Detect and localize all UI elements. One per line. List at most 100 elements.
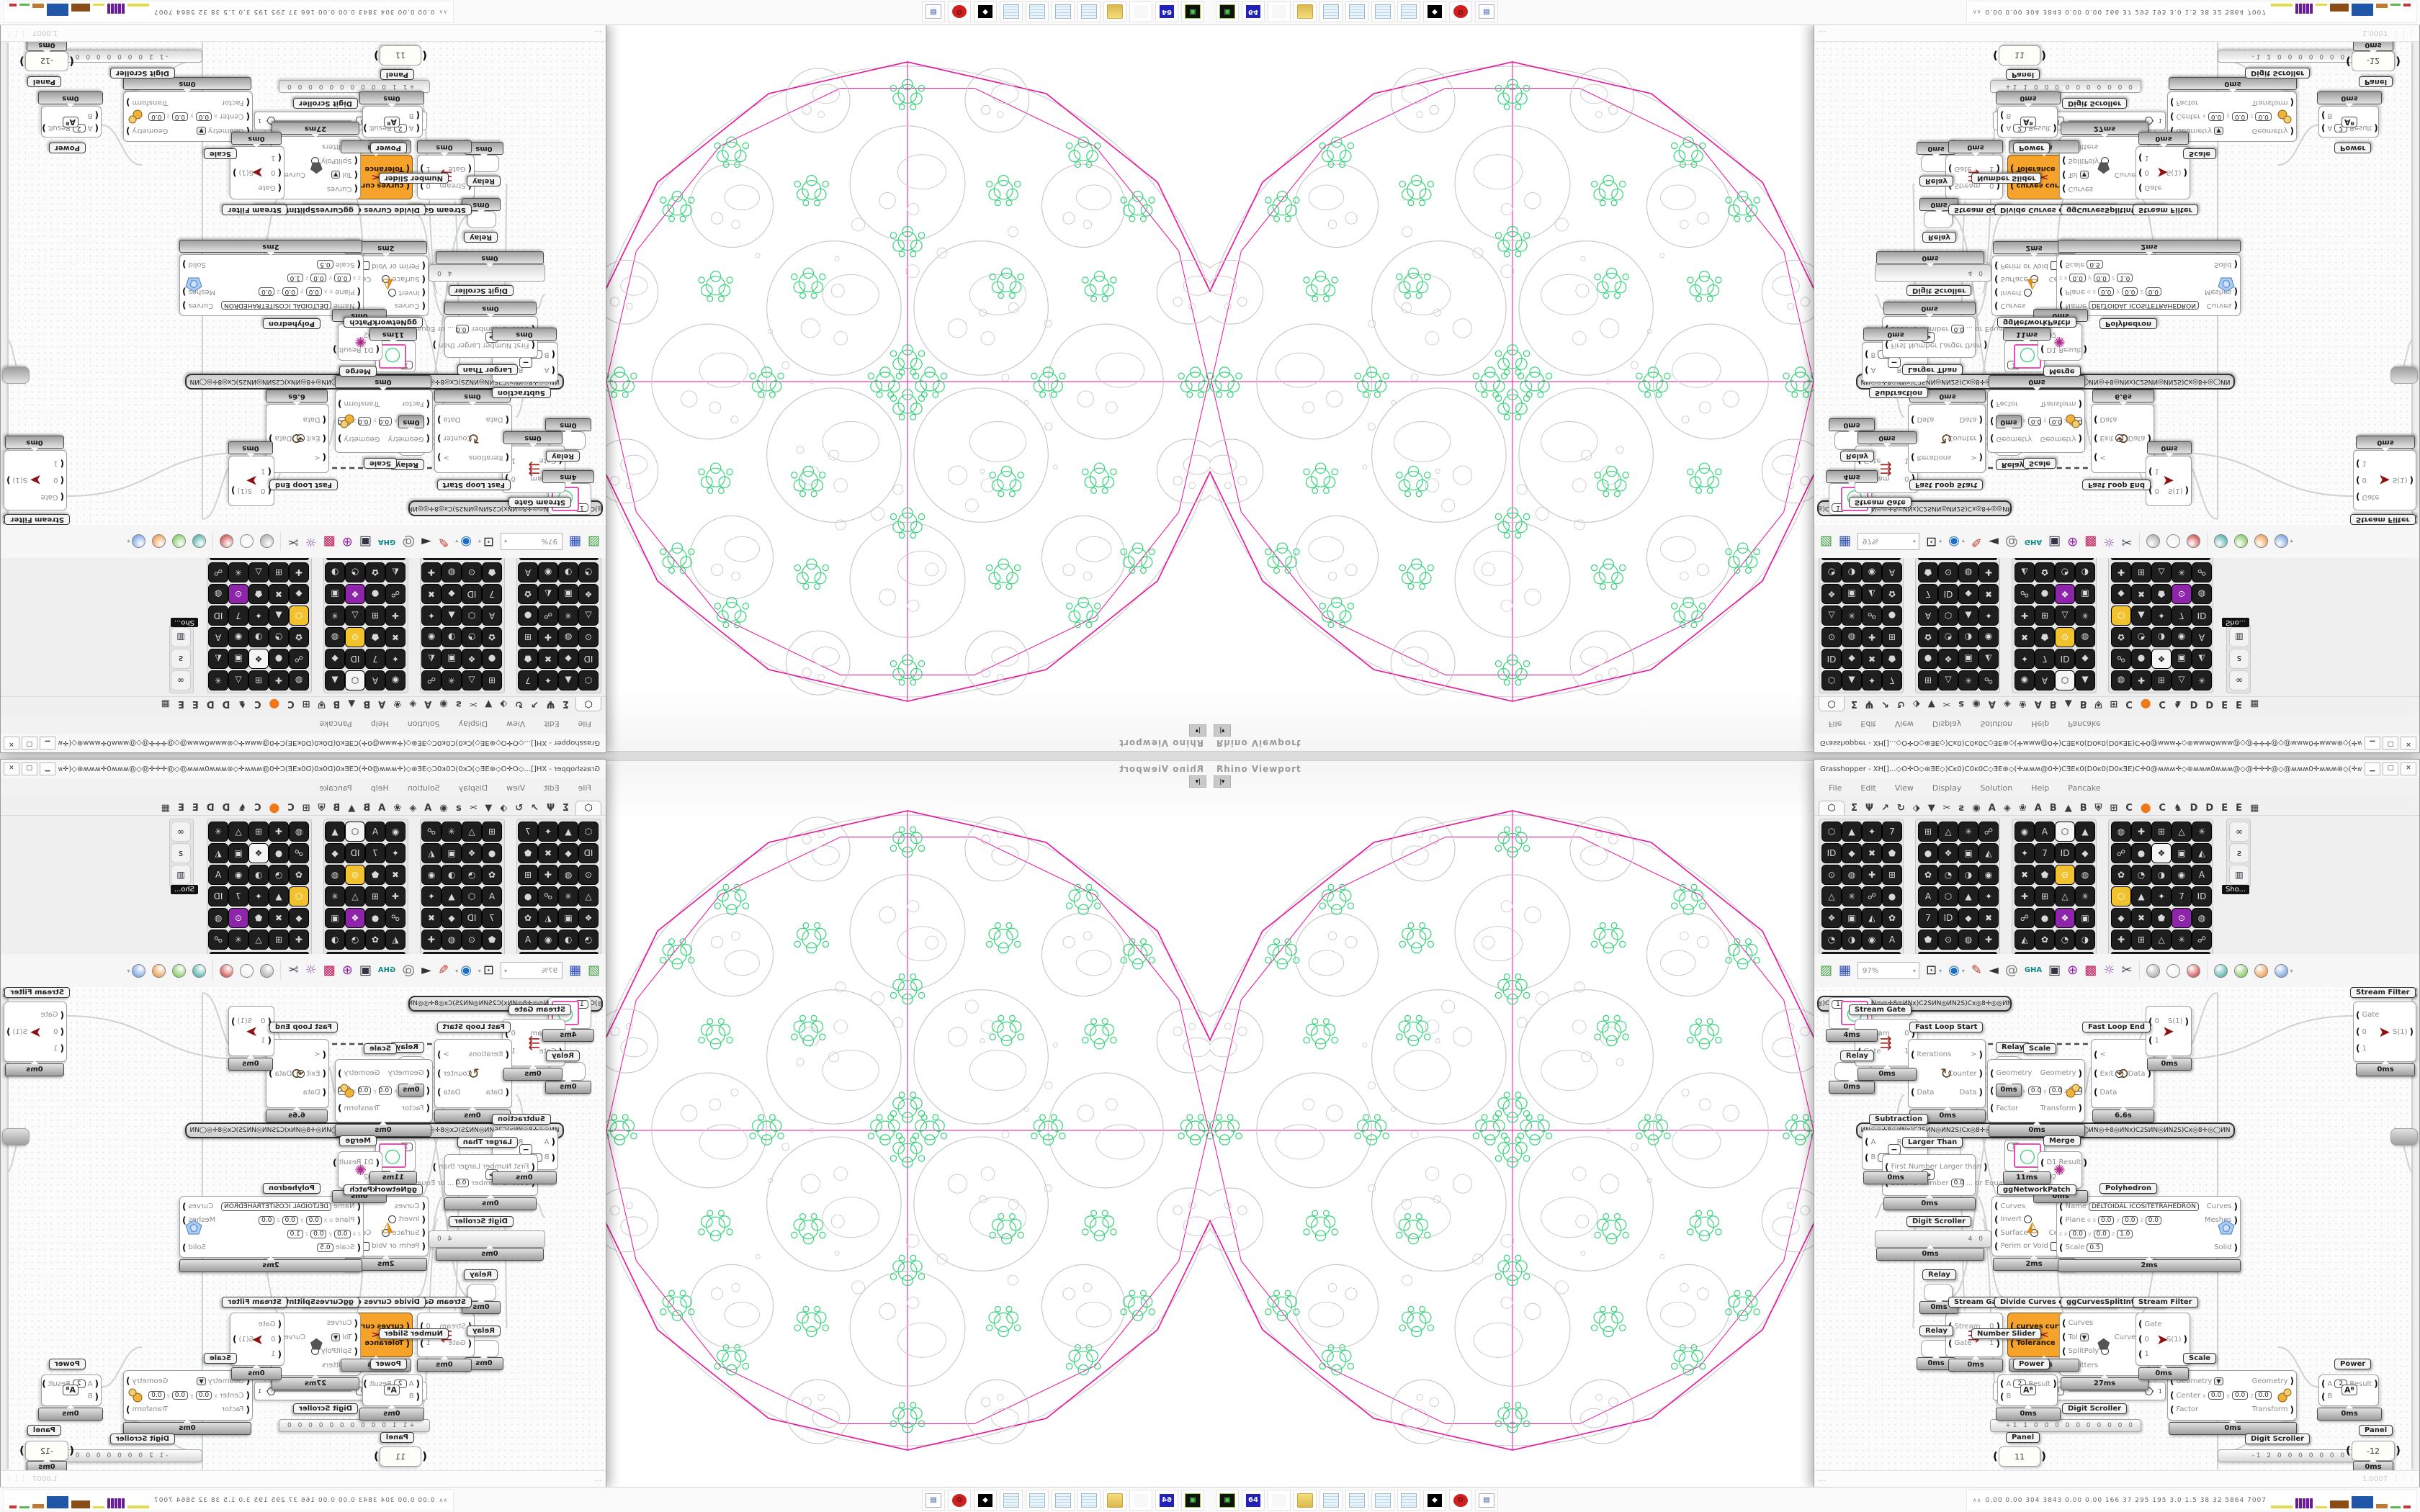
stats-chevron-icon[interactable]: ∧∧	[1972, 9, 1981, 15]
output-port[interactable]: )	[6, 1027, 11, 1037]
output-port[interactable]: )	[1978, 433, 1983, 444]
toolbar-icon-7[interactable]: ⊕	[341, 963, 353, 978]
toolbar-icon-5[interactable]: GHA	[2024, 966, 2043, 974]
taskbar-icon-note[interactable]	[1000, 1490, 1023, 1511]
category-tab-17[interactable]: ⛨	[2094, 698, 2102, 709]
component-icon[interactable]: ▲	[2075, 670, 2095, 690]
scale-node[interactable]: (GeometryGeometry)(Centerx0.0y0.0z0.0(Fa…	[335, 1059, 433, 1122]
taskbar-icon-note[interactable]	[1052, 1, 1075, 22]
power-node[interactable]: (A 2 Result)(B Aᴮ	[362, 106, 423, 138]
component-icon[interactable]: ✳	[208, 670, 228, 690]
close-button[interactable]: ✕	[2401, 737, 2416, 750]
component-icon[interactable]: ◉	[2015, 670, 2035, 690]
component-icon[interactable]: ID	[578, 843, 599, 863]
component-icon[interactable]: A	[1918, 606, 1938, 626]
category-tab-10[interactable]: A	[1988, 803, 1996, 814]
category-tab-9[interactable]: ◉	[439, 803, 448, 814]
component-icon[interactable]: ✿	[365, 562, 385, 582]
component-icon[interactable]: 7	[228, 886, 248, 906]
node-name-tag[interactable]: Relay	[1840, 1050, 1874, 1061]
expand-button[interactable]: ▼	[197, 1377, 206, 1385]
category-tab-12[interactable]: ❀	[393, 803, 402, 814]
node-name-tag[interactable]: Polyhedron	[2099, 318, 2158, 329]
component-icon[interactable]: ✿	[2035, 562, 2055, 582]
output-port[interactable]: )	[437, 1049, 442, 1060]
output-port[interactable]: )	[432, 340, 436, 351]
value-chip[interactable]: 0.0	[1950, 1179, 1964, 1188]
component-icon[interactable]: ❖	[2055, 584, 2075, 604]
category-tab-6[interactable]: ▼	[1927, 698, 1935, 709]
input-port[interactable]: (	[467, 1338, 472, 1349]
component-icon[interactable]: ⊞	[269, 562, 289, 582]
component-icon[interactable]: ◑	[1958, 865, 1978, 885]
input-port[interactable]: (	[2000, 1379, 2004, 1390]
input-port[interactable]: (	[1885, 1161, 1889, 1172]
input-port[interactable]: (	[277, 1334, 282, 1344]
toggle-circle[interactable]	[2101, 1347, 2110, 1356]
input-port[interactable]: (	[421, 1201, 426, 1212]
component-icon[interactable]: A	[518, 930, 538, 950]
category-tab-25[interactable]: E	[192, 698, 199, 709]
node-name-tag[interactable]: Digit Scroller	[292, 1403, 358, 1414]
component-icon[interactable]: ⬡	[345, 822, 365, 842]
output-port[interactable]: )	[1978, 452, 1983, 463]
component-icon[interactable]: ◔	[1821, 562, 1842, 582]
component-icon[interactable]: ☍	[2192, 930, 2212, 950]
save-file-icon[interactable]: ▦	[568, 534, 581, 549]
component-icon[interactable]: ✦	[538, 670, 558, 690]
taskbar-icon-note[interactable]	[1026, 1490, 1049, 1511]
title-bar[interactable]: Grasshopper - XH[]...◇O✛O◇⊛ƎE◇)Cᴋ0)C0ᴋ0C…	[1814, 734, 2419, 752]
slider-track[interactable]	[2068, 1387, 2154, 1395]
input-port[interactable]: (	[426, 416, 430, 426]
component-icon[interactable]: ◍	[2192, 908, 2212, 928]
node-name-tag[interactable]: Panel	[27, 76, 61, 87]
component-icon[interactable]: ⊞	[2035, 886, 2055, 906]
output-port[interactable]: )	[2078, 1103, 2082, 1114]
component-icon[interactable]: ⊞	[248, 670, 269, 690]
value-chip[interactable]: 0.0	[358, 417, 372, 426]
preview-ball-icon[interactable]	[260, 534, 274, 549]
category-tab-21[interactable]: C	[254, 698, 261, 709]
input-port[interactable]: (	[94, 122, 99, 133]
value-chip[interactable]: 0.0	[171, 112, 189, 121]
output-port[interactable]: )	[2409, 475, 2414, 485]
category-tab-5[interactable]: ⬗	[500, 803, 508, 814]
component-icon[interactable]: ☍	[289, 649, 309, 669]
output-port[interactable]: )	[2053, 122, 2057, 133]
component-icon[interactable]: ✿	[518, 584, 538, 604]
component-icon[interactable]: 7	[2172, 606, 2192, 626]
title-bar[interactable]: Grasshopper - XH[]...◇O✛O◇⊛ƎE◇)Cᴋ0)C0ᴋ0C…	[1, 760, 606, 778]
input-port[interactable]: (	[322, 1049, 326, 1060]
fast-loop-start-node[interactable]: (Iterations >) Counter)(Data Data) ↻	[434, 1039, 512, 1108]
node-name-tag[interactable]: Relay	[464, 232, 498, 243]
component-icon[interactable]: ✖	[538, 843, 558, 863]
component-icon[interactable]: ◭	[421, 649, 442, 669]
node-name-tag[interactable]: Subtraction	[491, 387, 551, 398]
toolbar-icon-8[interactable]: ▩	[2084, 963, 2097, 978]
input-port[interactable]: (	[1994, 261, 1999, 271]
menu-item-solution[interactable]: Solution	[407, 783, 440, 793]
input-port[interactable]: (	[1990, 1086, 1994, 1096]
component-icon[interactable]: ✦	[1862, 822, 1882, 842]
toolbar-icon-6[interactable]: ▣	[2048, 534, 2061, 549]
category-tab-25[interactable]: E	[2221, 698, 2228, 709]
component-icon[interactable]: ❖	[248, 649, 269, 669]
input-port[interactable]: (	[505, 414, 509, 425]
input-port[interactable]: (	[322, 452, 326, 463]
category-tab-22[interactable]: ♞	[2173, 803, 2182, 814]
resize-grip[interactable]: ⋮⋮⋮	[5, 1475, 27, 1482]
component-icon[interactable]: ⊞	[1882, 865, 1902, 885]
toolbar-icon-8[interactable]: ▩	[323, 963, 336, 978]
node-name-tag[interactable]: Number Slider	[378, 173, 449, 184]
input-port[interactable]: (	[2356, 1027, 2360, 1037]
category-tab-11[interactable]: ◈	[409, 803, 417, 814]
input-port[interactable]: (	[354, 184, 358, 194]
output-port[interactable]: )	[233, 1334, 237, 1344]
input-port[interactable]: (	[2059, 300, 2063, 311]
component-icon[interactable]: ✚	[538, 627, 558, 647]
input-port[interactable]: (	[1911, 452, 1915, 463]
component-icon[interactable]: ƨ	[171, 649, 191, 669]
input-port[interactable]: (	[2010, 1321, 2015, 1332]
component-icon[interactable]: △	[248, 562, 269, 582]
category-tab-11[interactable]: ◈	[409, 698, 417, 709]
